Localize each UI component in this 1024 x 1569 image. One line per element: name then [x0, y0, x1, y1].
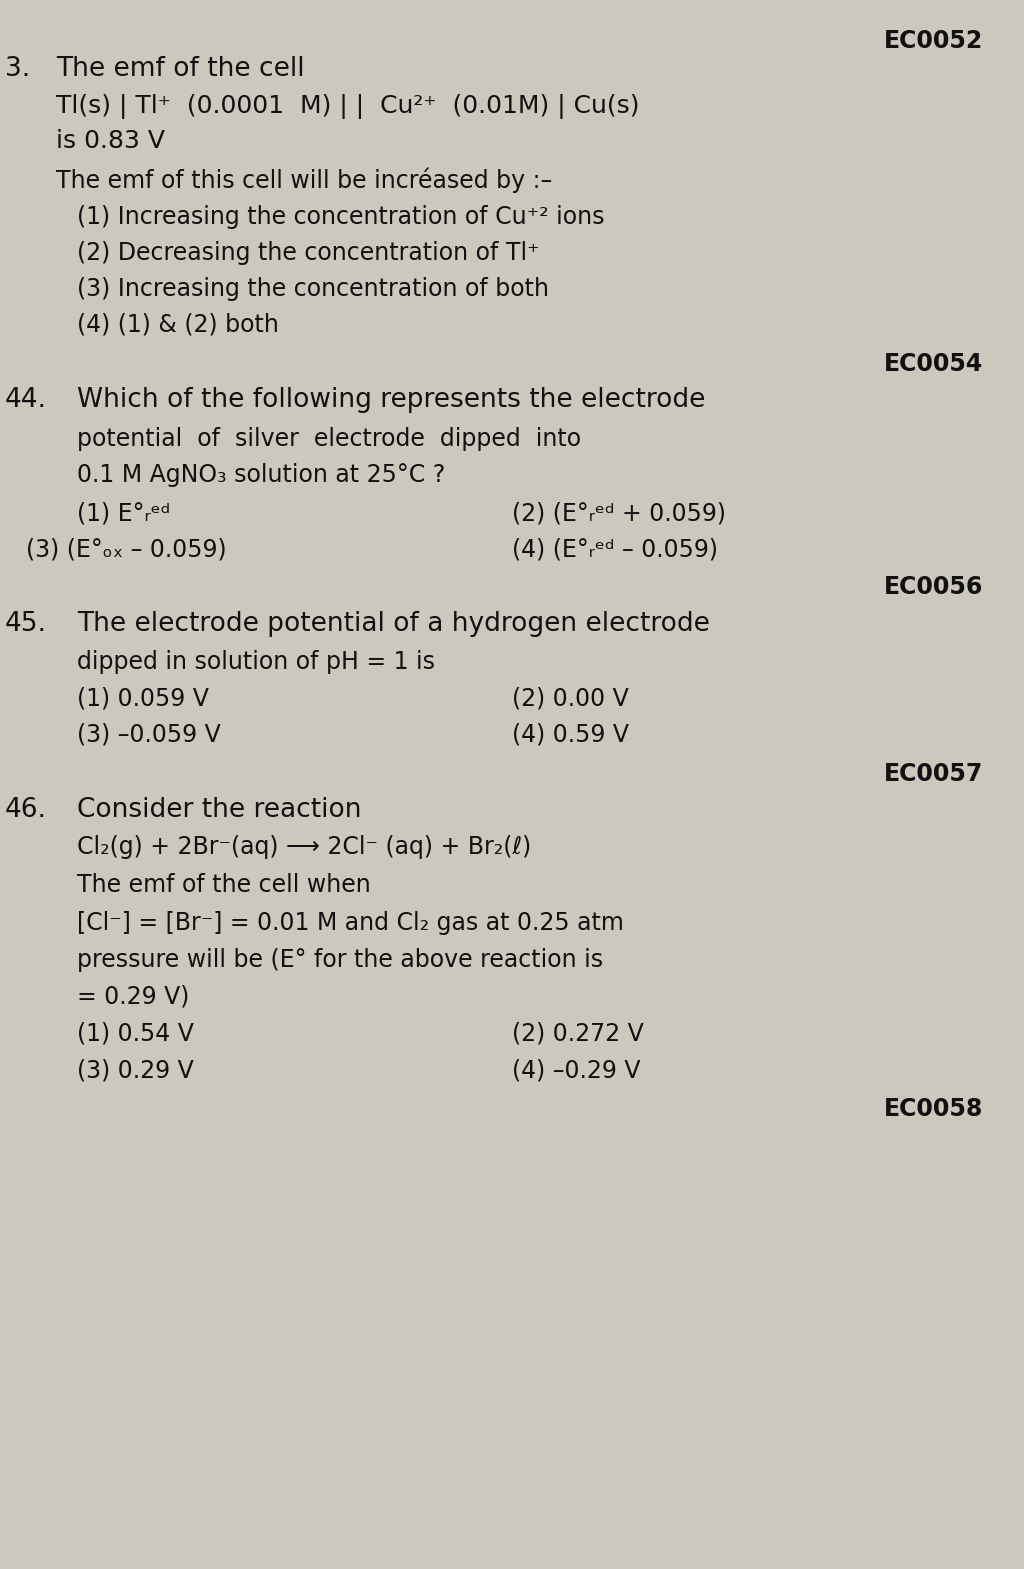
Text: (3) (E°ₒₓ – 0.059): (3) (E°ₒₓ – 0.059)	[26, 537, 226, 562]
Text: [Cl⁻] = [Br⁻] = 0.01 M and Cl₂ gas at 0.25 atm: [Cl⁻] = [Br⁻] = 0.01 M and Cl₂ gas at 0.…	[77, 910, 624, 935]
Text: The emf of the cell: The emf of the cell	[56, 56, 305, 82]
Text: 44.: 44.	[5, 388, 47, 413]
Text: (1) 0.059 V: (1) 0.059 V	[77, 686, 209, 711]
Text: EC0057: EC0057	[884, 761, 983, 786]
Text: Tl(s) | Tl⁺  (0.0001  M) | |  Cu²⁺  (0.01M) | Cu(s): Tl(s) | Tl⁺ (0.0001 M) | | Cu²⁺ (0.01M) …	[56, 94, 640, 119]
Text: is 0.83 V: is 0.83 V	[56, 129, 165, 154]
Text: (1) E°ᵣᵉᵈ: (1) E°ᵣᵉᵈ	[77, 501, 170, 526]
Text: (1) Increasing the concentration of Cu⁺² ions: (1) Increasing the concentration of Cu⁺²…	[77, 204, 604, 229]
Text: 0.1 M AgNO₃ solution at 25°C ?: 0.1 M AgNO₃ solution at 25°C ?	[77, 463, 445, 488]
Text: (3) –0.059 V: (3) –0.059 V	[77, 722, 220, 747]
Text: EC0056: EC0056	[884, 574, 983, 599]
Text: (4) (E°ᵣᵉᵈ – 0.059): (4) (E°ᵣᵉᵈ – 0.059)	[512, 537, 718, 562]
Text: (2) (E°ᵣᵉᵈ + 0.059): (2) (E°ᵣᵉᵈ + 0.059)	[512, 501, 726, 526]
Text: (1) 0.54 V: (1) 0.54 V	[77, 1021, 194, 1047]
Text: (2) 0.272 V: (2) 0.272 V	[512, 1021, 644, 1047]
Text: (4) (1) & (2) both: (4) (1) & (2) both	[77, 312, 279, 337]
Text: potential  of  silver  electrode  dipped  into: potential of silver electrode dipped int…	[77, 427, 581, 452]
Text: EC0058: EC0058	[884, 1097, 983, 1122]
Text: 45.: 45.	[5, 612, 47, 637]
Text: (3) 0.29 V: (3) 0.29 V	[77, 1058, 194, 1083]
Text: The emf of the cell when: The emf of the cell when	[77, 872, 371, 897]
Text: (4) 0.59 V: (4) 0.59 V	[512, 722, 629, 747]
Text: EC0054: EC0054	[884, 351, 983, 377]
Text: EC0052: EC0052	[884, 28, 983, 53]
Text: pressure will be (E° for the above reaction is: pressure will be (E° for the above react…	[77, 948, 603, 973]
Text: (4) –0.29 V: (4) –0.29 V	[512, 1058, 640, 1083]
Text: = 0.29 V): = 0.29 V)	[77, 984, 189, 1009]
Text: Consider the reaction: Consider the reaction	[77, 797, 361, 822]
Text: (3) Increasing the concentration of both: (3) Increasing the concentration of both	[77, 276, 549, 301]
Text: The electrode potential of a hydrogen electrode: The electrode potential of a hydrogen el…	[77, 612, 710, 637]
Text: 46.: 46.	[5, 797, 47, 822]
Text: dipped in solution of pH = 1 is: dipped in solution of pH = 1 is	[77, 650, 435, 675]
Text: The emf of this cell will be incréased by :–: The emf of this cell will be incréased b…	[56, 168, 553, 193]
Text: (2) Decreasing the concentration of Tl⁺: (2) Decreasing the concentration of Tl⁺	[77, 240, 540, 265]
Text: Cl₂(g) + 2Br⁻(aq) ⟶ 2Cl⁻ (aq) + Br₂(ℓ): Cl₂(g) + 2Br⁻(aq) ⟶ 2Cl⁻ (aq) + Br₂(ℓ)	[77, 835, 531, 860]
Text: Which of the following represents the electrode: Which of the following represents the el…	[77, 388, 706, 413]
Text: 3.: 3.	[5, 56, 31, 82]
Text: (2) 0.00 V: (2) 0.00 V	[512, 686, 629, 711]
